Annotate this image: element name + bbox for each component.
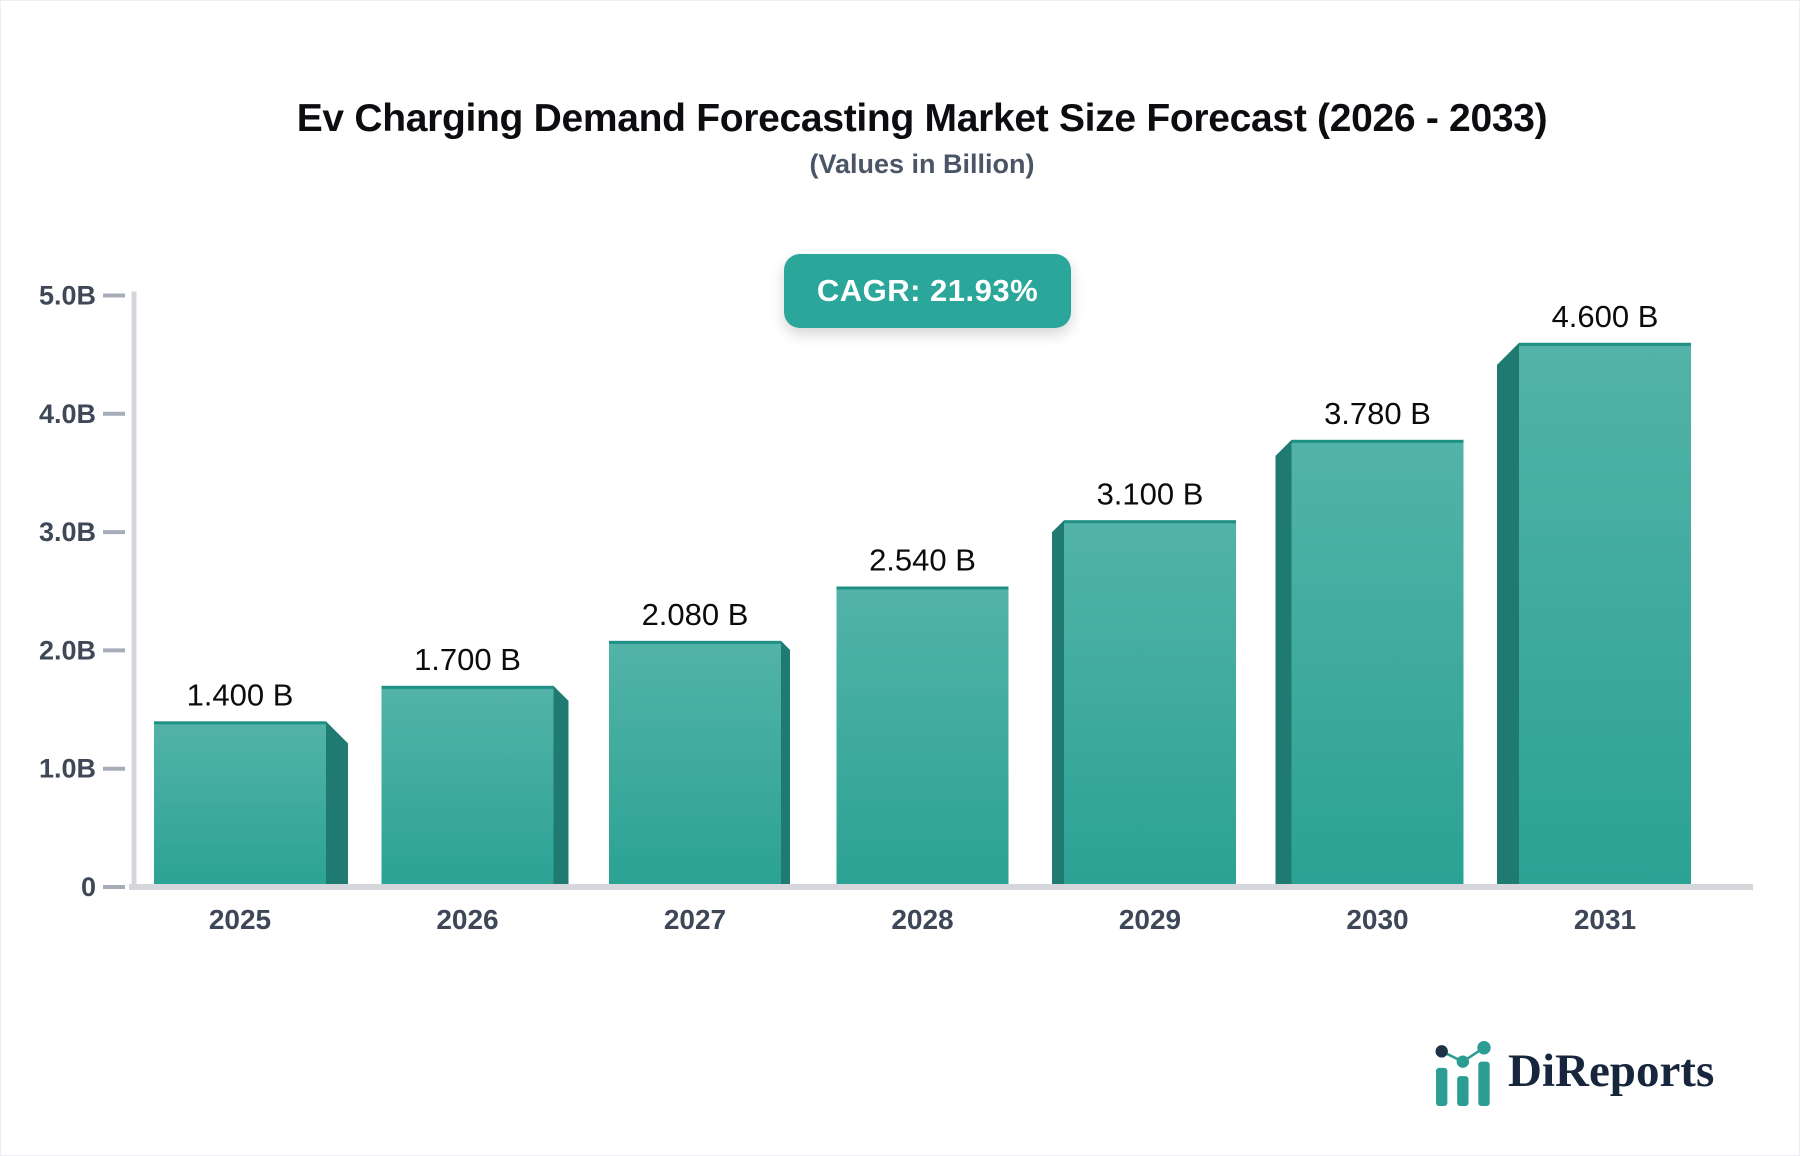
bar-2029: 3.100 B [1052,476,1236,890]
bar-side-face [1497,342,1519,889]
logo-dot-1 [1435,1045,1448,1058]
x-axis-label-2027: 2027 [664,904,726,935]
cagr-badge-label: CAGR: 21.93% [816,273,1039,308]
logo-dot-2 [1456,1055,1470,1068]
bar-value-label: 3.780 B [1324,396,1431,431]
bar-2026: 1.700 B [381,642,569,890]
brand-logo: DiReports [1435,1039,1714,1107]
bar-side-face [553,685,569,889]
bar-2027: 2.080 B [609,597,790,890]
bar-front-face [836,586,1009,890]
mini-bar-line-chart-icon [1435,1041,1491,1106]
logo-bar-1 [1436,1067,1448,1106]
x-axis-label-2025: 2025 [209,904,271,935]
bar-front-face [381,685,554,890]
bar-2028: 2.540 B [836,543,1009,890]
chart-title: Ev Charging Demand Forecasting Market Si… [296,97,1548,140]
y-axis-label: 0 [81,872,96,902]
y-axis-label: 1.0B [39,754,96,784]
y-axis-label: 4.0B [39,399,96,429]
y-axis-label: 5.0B [39,281,96,311]
bar-front-face [609,640,781,890]
cagr-badge: CAGR: 21.93% [784,254,1071,328]
logo-bar-2 [1457,1076,1469,1106]
bar-front-face [1291,439,1464,890]
x-axis-label-2031: 2031 [1574,904,1636,935]
logo-bar-3 [1478,1061,1490,1106]
bar-value-label: 2.080 B [642,597,749,632]
bar-2025: 1.400 B [154,677,348,890]
bar-value-label: 1.700 B [414,642,521,677]
bar-value-label: 2.540 B [869,543,976,578]
bar-side-face [1052,520,1064,889]
bar-value-label: 3.100 B [1097,476,1204,511]
bar-front-face [154,721,326,890]
logo-dot-3 [1477,1041,1491,1055]
y-axis-label: 3.0B [39,517,96,547]
bar-front-face [1519,342,1691,890]
bar-2030: 3.780 B [1275,396,1464,890]
bar-front-face [1064,520,1236,890]
bar-value-label: 4.600 B [1552,299,1659,334]
bar-side-face [326,721,348,889]
brand-logo-text: DiReports [1508,1045,1715,1097]
x-axis-label-2028: 2028 [891,904,953,935]
chart-subtitle: (Values in Billion) [809,149,1035,179]
x-axis-label-2029: 2029 [1119,904,1181,935]
x-axis-label-2026: 2026 [436,904,498,935]
bar-side-face [781,640,790,889]
bar-side-face [1275,439,1292,889]
bar-value-label: 1.400 B [187,677,294,712]
bar-2031: 4.600 B [1497,299,1691,890]
y-axis-label: 2.0B [39,635,96,665]
x-axis-label-2030: 2030 [1346,904,1408,935]
